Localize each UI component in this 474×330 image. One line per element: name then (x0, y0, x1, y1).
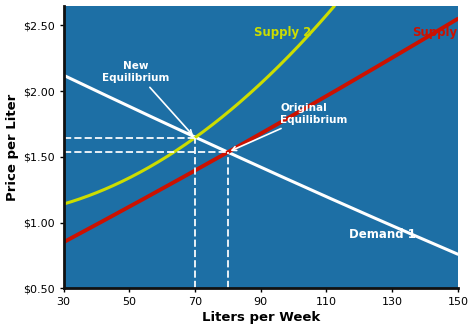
Y-axis label: Price per Liter: Price per Liter (6, 93, 18, 201)
Text: Demand 1: Demand 1 (349, 228, 416, 241)
Text: Supply 2: Supply 2 (254, 26, 311, 39)
Text: Original
Equilibrium: Original Equilibrium (232, 103, 348, 150)
X-axis label: Liters per Week: Liters per Week (201, 312, 320, 324)
Text: New
Equilibrium: New Equilibrium (102, 61, 192, 134)
Text: Supply: Supply (412, 26, 457, 39)
